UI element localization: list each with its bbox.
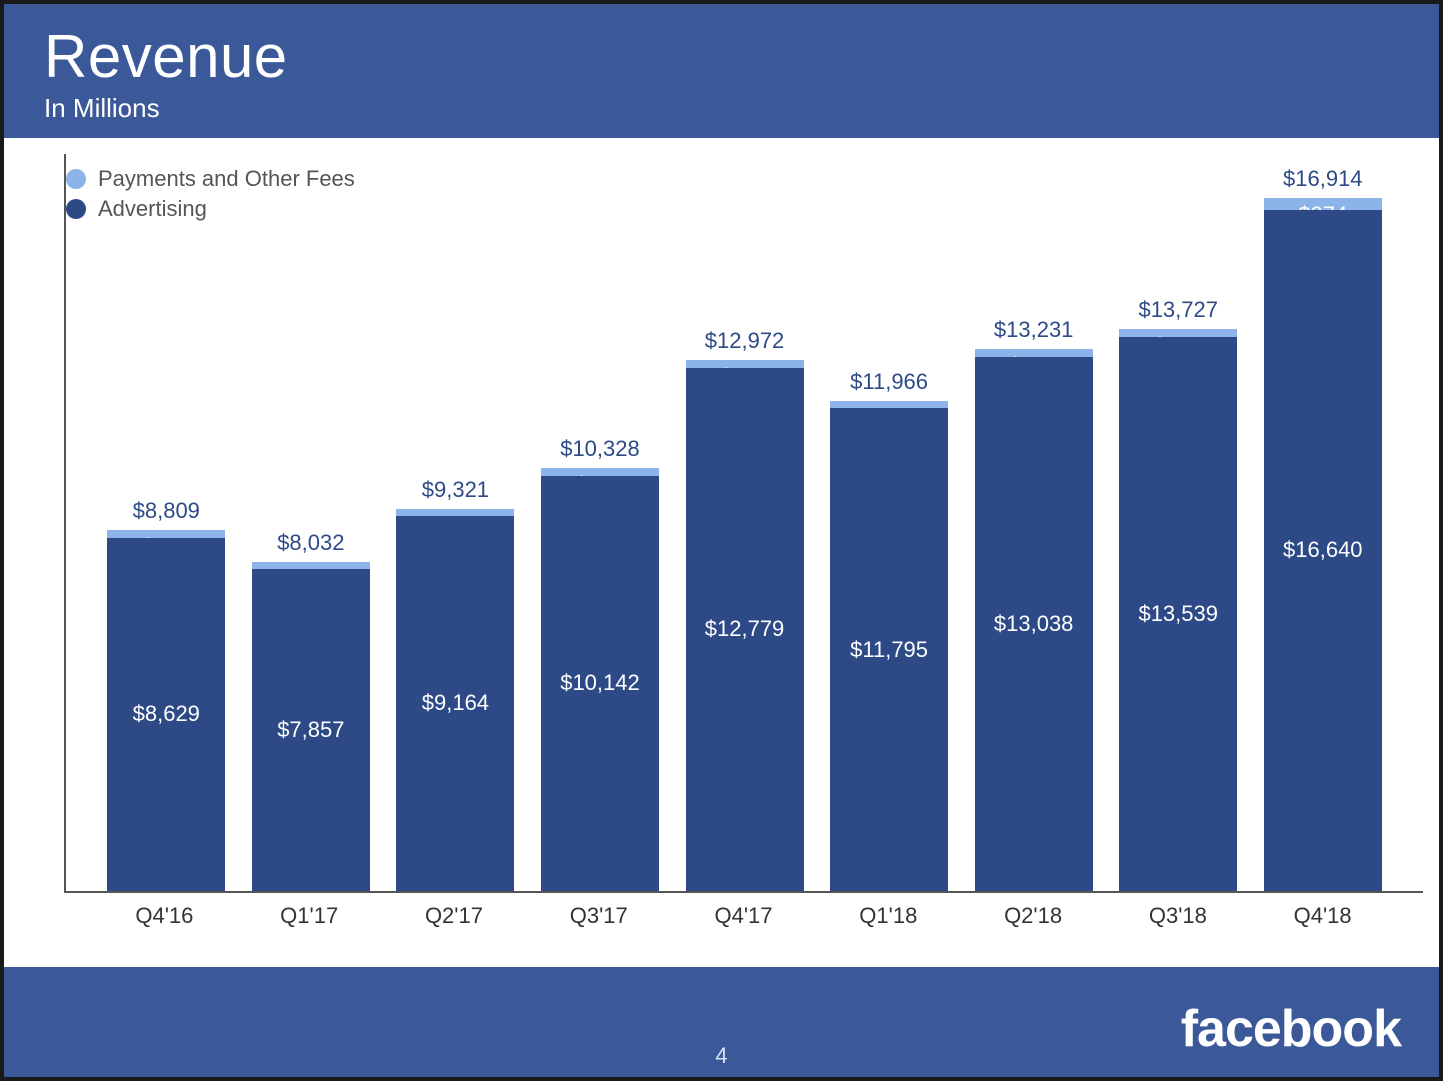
bar-total-label: $8,809 [133,498,200,524]
xaxis-label: Q3'18 [1115,893,1240,939]
bar-column: $8,032 $175 $7,857 [249,154,374,891]
slide-footer: 4 facebook [4,967,1439,1077]
bar-segment-payments: $193 [975,349,1093,357]
bar-segment-advertising: $11,795 [830,408,948,891]
xaxis-label: Q4'16 [102,893,227,939]
xaxis-label: Q1'17 [247,893,372,939]
bar-stack: $175 $7,857 [252,562,370,891]
slide-title: Revenue [44,22,1399,91]
bar-stack: $274 $16,640 [1264,198,1382,891]
bar-total-label: $10,328 [560,436,640,462]
bar-stack: $188 $13,539 [1119,329,1237,891]
bar-stack: $186 $10,142 [541,468,659,891]
xaxis-label: Q4'18 [1260,893,1385,939]
bar-segment-payments: $180 [107,530,225,537]
xaxis-label: Q2'18 [971,893,1096,939]
bar-column: $9,321 $157$9,164 [393,154,518,891]
bar-segment-payments: $175 [252,562,370,569]
chart-xaxis: Q4'16 Q1'17 Q2'17 Q3'17 Q4'17 Q1'18 Q2'18 Q3'18… [64,893,1423,939]
slide-subtitle: In Millions [44,93,1399,124]
bar-segment-advertising: $13,539 [1119,337,1237,891]
bar-segment-advertising: $13,038 [975,357,1093,891]
xaxis-label: Q2'17 [392,893,517,939]
xaxis-label: Q1'18 [826,893,951,939]
bar-segment-payments: $186 [541,468,659,476]
bar-segment-advertising-label: $16,640 [1283,537,1363,563]
slide: Revenue In Millions Payments and Other F… [0,0,1443,1081]
bar-column: $8,809 $180 $8,629 [104,154,229,891]
bar-segment-advertising-label: $8,629 [133,701,200,727]
slide-header: Revenue In Millions [4,4,1439,138]
bar-segment-payments: $171 [830,401,948,408]
bar-segment-advertising: $12,779 [686,368,804,891]
bar-stack: $193 $12,779 [686,360,804,891]
bar-stack: $180 $8,629 [107,530,225,891]
xaxis-label: Q4'17 [681,893,806,939]
bar-column: $10,328 $186 $10,142 [538,154,663,891]
bar-stack: $171 $11,795 [830,401,948,891]
bar-total-label: $8,032 [277,530,344,556]
revenue-chart: Payments and Other Fees Advertising $8,8… [48,154,1423,939]
bar-segment-advertising: $16,640 [1264,210,1382,891]
bar-segment-payments: $274 [1264,198,1382,209]
bar-segment-advertising-label: $11,795 [850,637,928,663]
bar-segment-advertising: $9,164 [396,516,514,891]
bar-column: $16,914 $274 $16,640 [1261,154,1386,891]
bar-stack: $193 $13,038 [975,349,1093,891]
xaxis-label: Q3'17 [536,893,661,939]
bar-total-label: $12,972 [705,328,785,354]
chart-plot: $8,809 $180 $8,629 $8,032 $175 $7,857 $9,321 $1… [64,154,1423,893]
bar-total-label: $13,727 [1138,297,1218,323]
brand-logo: facebook [1181,999,1401,1059]
bar-segment-advertising-label: $12,779 [705,616,785,642]
bar-total-label: $9,321 [422,477,489,503]
bar-segment-advertising-label: $7,857 [277,717,344,743]
bar-segment-advertising-label: $13,038 [994,611,1074,637]
bar-column: $12,972 $193 $12,779 [682,154,807,891]
bar-segment-advertising: $8,629 [107,538,225,891]
bar-stack: $157$9,164 [396,509,514,891]
bar-segment-advertising: $10,142 [541,476,659,891]
bar-segment-payments: $193 [686,360,804,368]
bar-segment-advertising-label: $13,539 [1138,601,1218,627]
bar-segment-advertising-label: $10,142 [560,670,640,696]
bar-column: $13,231 $193 $13,038 [971,154,1096,891]
bar-segment-advertising: $7,857 [252,569,370,891]
bar-total-label: $16,914 [1283,166,1363,192]
bar-total-label: $11,966 [850,369,928,395]
bar-column: $11,966 $171 $11,795 [827,154,952,891]
bar-segment-advertising-label: $9,164 [422,690,489,716]
chart-bars: $8,809 $180 $8,629 $8,032 $175 $7,857 $9,321 $1… [66,154,1423,891]
bar-total-label: $13,231 [994,317,1074,343]
bar-column: $13,727 $188 $13,539 [1116,154,1241,891]
bar-segment-payments: $188 [1119,329,1237,337]
page-number: 4 [715,1043,727,1077]
